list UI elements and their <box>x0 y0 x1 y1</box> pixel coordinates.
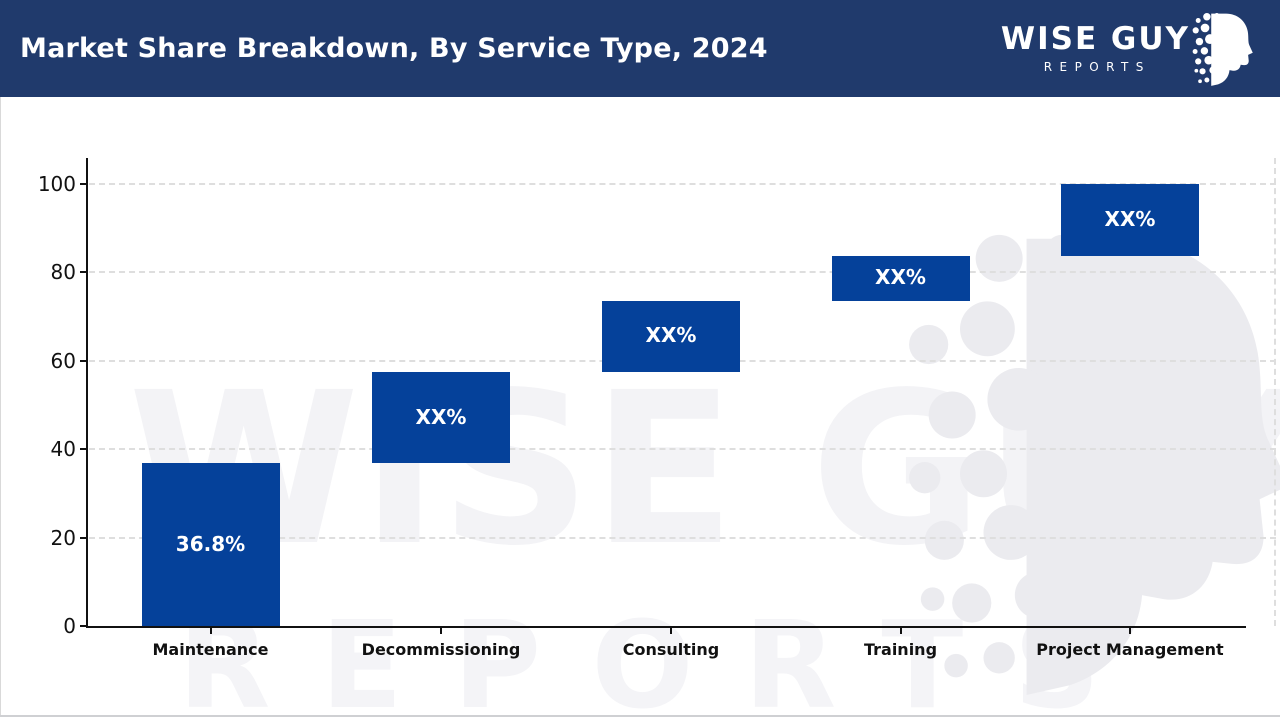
y-axis <box>86 158 88 628</box>
y-tick-80 <box>80 271 88 274</box>
y-tick-label-80: 80 <box>50 260 76 285</box>
y-tick-100 <box>80 183 88 185</box>
header: Market Share Breakdown, By Service Type,… <box>0 0 1280 97</box>
logo-text: WISE GUY REPORTS <box>1000 21 1190 74</box>
gridline-20 <box>89 536 1276 539</box>
y-tick-20 <box>80 536 88 539</box>
logo-subtext: REPORTS <box>1043 60 1151 74</box>
x-axis-label-training: Training <box>863 640 938 659</box>
bar-consulting <box>602 301 740 372</box>
gridline-100 <box>89 183 1276 185</box>
bar-label-training: XX% <box>875 265 926 290</box>
bar-training <box>831 255 970 302</box>
x-axis-label-maintenance: Maintenance <box>152 640 269 659</box>
y-tick-label-0: 0 <box>63 614 76 638</box>
y-tick-label-20: 20 <box>50 525 76 550</box>
gridline-40 <box>89 448 1276 451</box>
bottom-rule <box>0 715 1280 717</box>
y-tick-label-100: 100 <box>37 172 76 196</box>
y-tick-40 <box>80 448 88 451</box>
x-tick-consulting <box>670 628 672 634</box>
y-tick-label-60: 60 <box>50 348 76 373</box>
x-axis-label-consulting: Consulting <box>622 640 720 659</box>
wise-guy-logo: WISE GUY REPORTS <box>1001 11 1254 87</box>
y-tick-label-40: 40 <box>50 437 76 462</box>
x-axis-label-decommissioning: Decommissioning <box>361 640 521 659</box>
y-tick-60 <box>80 359 88 362</box>
logo-wordmark: WISE GUY <box>1000 21 1190 57</box>
plot-right-border <box>1274 158 1276 626</box>
x-tick-project-management <box>1129 628 1131 634</box>
bar-maintenance <box>141 463 280 626</box>
x-axis-label-project-management: Project Management <box>1036 640 1224 659</box>
x-tick-decommissioning <box>440 628 442 634</box>
wise-guy-head-icon <box>1192 12 1253 86</box>
chart-area: WISE GUY REPORTS 0 20 40 60 80 100 36.8% Mainte… <box>0 97 1280 720</box>
bar-label-consulting: XX% <box>645 323 697 348</box>
bar-label-decommissioning: XX% <box>415 404 467 429</box>
page-title: Market Share Breakdown, By Service Type,… <box>20 33 768 64</box>
x-tick-maintenance <box>209 628 212 634</box>
x-tick-training <box>899 628 902 634</box>
bar-project-management <box>1061 184 1199 256</box>
y-tick-0 <box>80 625 88 627</box>
left-edge-rule <box>0 97 1 717</box>
bar-decommissioning <box>372 371 510 464</box>
bar-label-maintenance: 36.8% <box>175 531 246 556</box>
bar-label-project-management: XX% <box>1104 206 1156 231</box>
x-axis <box>86 626 1246 628</box>
gridline-80 <box>89 271 1276 274</box>
